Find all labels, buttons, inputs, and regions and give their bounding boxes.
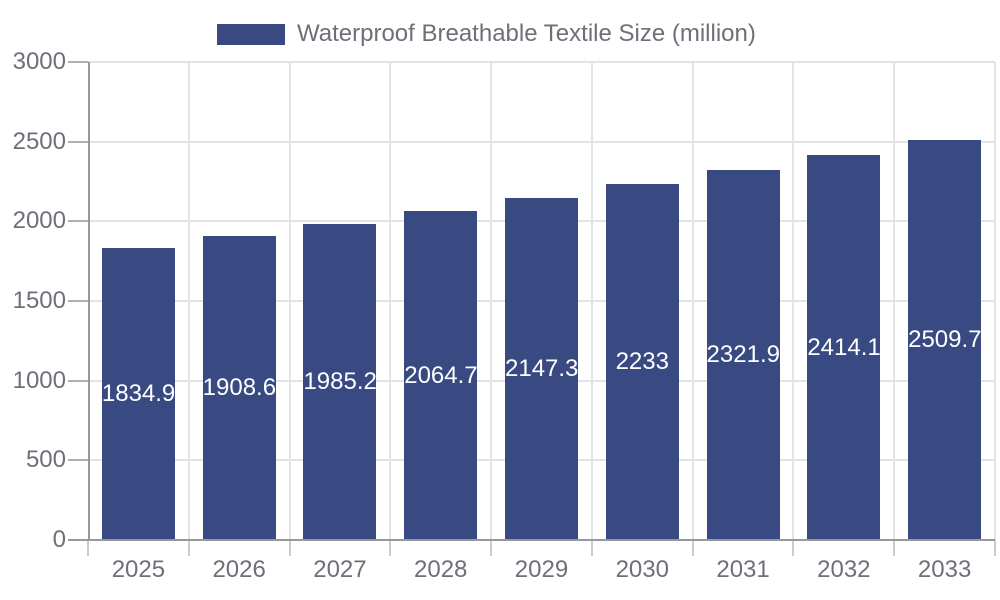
bar-value-label: 2147.3 bbox=[505, 354, 579, 382]
y-tick-label: 2500 bbox=[12, 127, 66, 155]
legend-item[interactable]: Waterproof Breathable Textile Size (mill… bbox=[217, 20, 756, 48]
bar-value-label: 2064.7 bbox=[404, 361, 478, 389]
y-axis-tick bbox=[68, 459, 88, 462]
x-axis-tick bbox=[490, 540, 493, 556]
x-gridline bbox=[893, 62, 896, 540]
legend-label: Waterproof Breathable Textile Size (mill… bbox=[297, 20, 756, 47]
y-axis-tick bbox=[68, 300, 88, 302]
x-tick-label: 2029 bbox=[514, 556, 569, 583]
bar-value-label: 2321.9 bbox=[706, 341, 780, 369]
x-tick-label: 2031 bbox=[716, 556, 770, 583]
y-gridline bbox=[88, 61, 995, 63]
x-tick-label: 2028 bbox=[414, 556, 468, 583]
y-tick-label: 1500 bbox=[12, 287, 66, 314]
x-axis-tick bbox=[893, 540, 896, 556]
x-tick-label: 2025 bbox=[111, 556, 166, 583]
bar[interactable]: 1908.6 bbox=[202, 235, 277, 540]
bar[interactable]: 1985.2 bbox=[303, 223, 377, 540]
x-gridline bbox=[994, 62, 996, 540]
bar[interactable]: 2321.9 bbox=[706, 170, 780, 540]
y-tick-label: 0 bbox=[52, 526, 66, 553]
y-tick-label: 3000 bbox=[12, 48, 66, 75]
y-tick-label: 1000 bbox=[12, 366, 66, 394]
x-axis-tick bbox=[691, 540, 694, 556]
bar[interactable]: 2233 bbox=[605, 184, 679, 540]
y-axis-tick bbox=[68, 379, 88, 382]
x-axis-tick bbox=[590, 540, 593, 556]
bar-value-label: 1985.2 bbox=[303, 367, 377, 395]
bar-value-label: 2233 bbox=[615, 348, 669, 376]
x-axis-tick bbox=[389, 540, 392, 556]
y-axis-tick bbox=[68, 61, 88, 63]
y-tick-label: 2000 bbox=[12, 207, 66, 235]
plot-area: 0 500 1000 1500 2000 2500 3000 2025 1834.9 2026 19… bbox=[13, 48, 996, 583]
x-gridline bbox=[490, 62, 493, 540]
bar[interactable]: 2414.1 bbox=[807, 155, 881, 540]
bar[interactable]: 2509.7 bbox=[908, 140, 982, 540]
x-axis-tick bbox=[87, 540, 89, 556]
bar[interactable]: 1834.9 bbox=[101, 247, 176, 540]
x-gridline bbox=[288, 62, 291, 540]
x-tick-label: 2027 bbox=[313, 556, 367, 583]
x-tick-label: 2030 bbox=[615, 556, 669, 583]
bar-value-label: 1908.6 bbox=[202, 373, 277, 401]
y-gridline bbox=[88, 140, 995, 143]
x-gridline bbox=[389, 62, 392, 540]
x-tick-label: 2033 bbox=[917, 556, 972, 583]
x-axis-tick bbox=[994, 540, 996, 556]
x-gridline bbox=[187, 62, 190, 540]
bar-value-label: 2414.1 bbox=[807, 333, 881, 361]
bar[interactable]: 2147.3 bbox=[505, 197, 579, 540]
x-axis-tick bbox=[288, 540, 291, 556]
bar-value-label: 2509.7 bbox=[908, 326, 982, 354]
y-axis-tick bbox=[68, 220, 88, 223]
x-gridline bbox=[792, 62, 795, 540]
y-axis-tick bbox=[68, 140, 88, 143]
x-axis-tick bbox=[187, 540, 190, 556]
x-tick-label: 2026 bbox=[212, 556, 266, 583]
x-gridline bbox=[590, 62, 593, 540]
y-axis-line bbox=[88, 62, 90, 540]
x-axis-line bbox=[68, 539, 995, 541]
bar-value-label: 1834.9 bbox=[101, 379, 176, 407]
x-tick-label: 2032 bbox=[817, 556, 871, 583]
x-axis-tick bbox=[792, 540, 795, 556]
legend-swatch bbox=[217, 23, 285, 45]
y-tick-label: 500 bbox=[25, 446, 66, 474]
x-gridline bbox=[691, 62, 694, 540]
bar[interactable]: 2064.7 bbox=[404, 211, 478, 540]
